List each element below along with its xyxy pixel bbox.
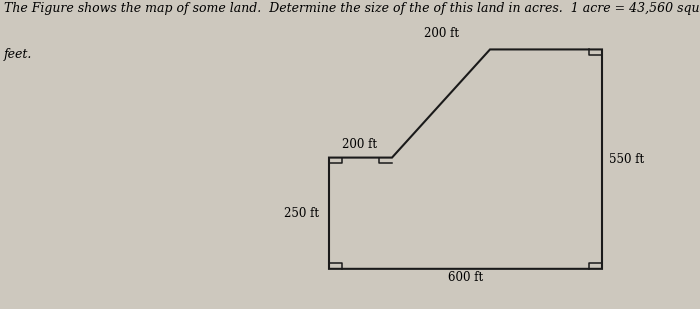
Text: 200 ft: 200 ft [342, 138, 377, 151]
Text: feet.: feet. [4, 48, 32, 61]
Text: 550 ft: 550 ft [609, 153, 644, 166]
Polygon shape [329, 49, 602, 269]
Text: 600 ft: 600 ft [448, 271, 483, 284]
Text: 250 ft: 250 ft [284, 207, 318, 220]
Text: The Figure shows the map of some land.  Determine the size of the of this land i: The Figure shows the map of some land. D… [4, 2, 700, 15]
Text: 200 ft: 200 ft [424, 27, 458, 40]
